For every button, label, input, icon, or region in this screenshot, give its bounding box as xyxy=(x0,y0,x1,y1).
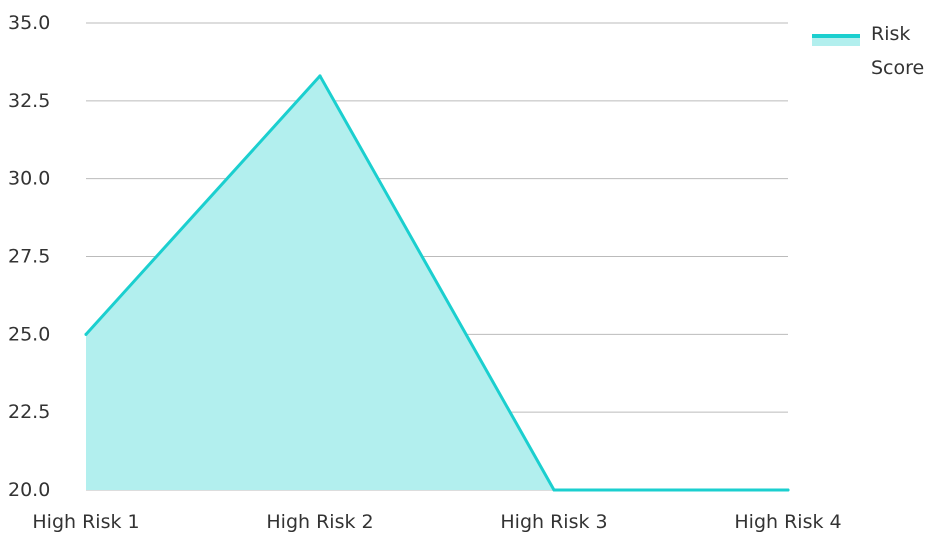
x-axis-tick-labels: High Risk 1 High Risk 2 High Risk 3 High Ri… xyxy=(32,511,841,533)
data-point-3 xyxy=(552,488,556,492)
legend: Risk Score xyxy=(812,23,924,79)
data-point-2 xyxy=(318,74,322,78)
y-tick-label: 30.0 xyxy=(8,168,50,190)
series-line xyxy=(84,74,790,492)
y-tick-label: 35.0 xyxy=(8,12,50,34)
y-tick-label: 27.5 xyxy=(8,246,50,268)
legend-label-line-2: Score xyxy=(871,57,924,79)
legend-label-line-1: Risk xyxy=(871,23,910,45)
y-tick-label: 25.0 xyxy=(8,323,50,345)
y-tick-label: 22.5 xyxy=(8,401,50,423)
legend-swatch-fill xyxy=(812,36,860,46)
data-point-1 xyxy=(84,332,88,336)
x-tick-label: High Risk 4 xyxy=(734,511,841,533)
x-tick-label: High Risk 3 xyxy=(500,511,607,533)
x-tick-label: High Risk 1 xyxy=(32,511,139,533)
x-tick-label: High Risk 2 xyxy=(266,511,373,533)
data-point-4 xyxy=(786,488,790,492)
series-line-path xyxy=(84,74,790,492)
y-tick-label: 20.0 xyxy=(8,479,50,501)
y-axis-tick-labels: 35.0 32.5 30.0 27.5 25.0 22.5 20.0 xyxy=(8,12,50,501)
y-tick-label: 32.5 xyxy=(8,90,50,112)
